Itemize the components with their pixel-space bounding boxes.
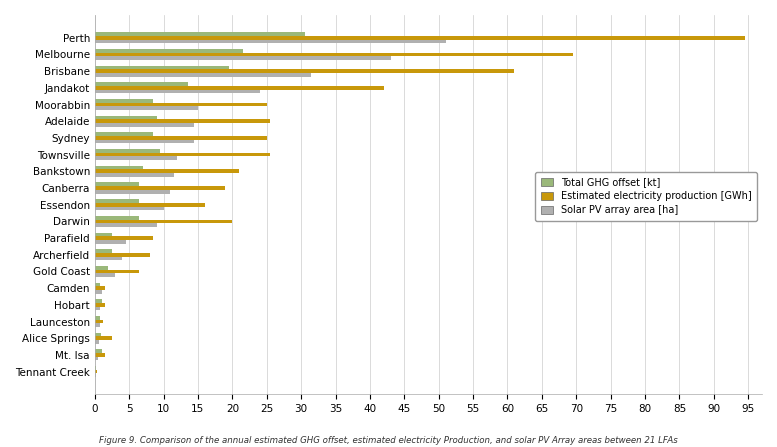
Bar	[95, 199, 139, 203]
Bar	[95, 169, 239, 173]
Bar	[95, 66, 229, 69]
Bar	[95, 353, 105, 357]
Bar	[95, 116, 157, 119]
Bar	[95, 290, 102, 294]
Bar	[95, 299, 102, 303]
Bar	[95, 123, 194, 127]
Bar	[95, 333, 101, 337]
Bar	[95, 153, 270, 156]
Bar	[95, 90, 260, 93]
Bar	[95, 106, 198, 110]
Bar	[95, 266, 109, 270]
Bar	[95, 203, 205, 207]
Bar	[95, 287, 105, 290]
Bar	[95, 283, 100, 287]
Bar	[95, 216, 139, 219]
Bar	[95, 207, 163, 210]
Bar	[95, 166, 143, 169]
Bar	[95, 119, 270, 123]
Bar	[95, 374, 96, 377]
Bar	[95, 40, 445, 43]
Bar	[95, 370, 97, 374]
Bar	[95, 323, 99, 327]
Bar	[95, 86, 384, 90]
Bar	[95, 149, 160, 153]
Bar	[95, 36, 745, 40]
Bar	[95, 82, 187, 86]
Bar	[95, 190, 170, 194]
Legend: Total GHG offset [kt], Estimated electricity production [GWh], Solar PV array ar: Total GHG offset [kt], Estimated electri…	[535, 172, 757, 221]
Bar	[95, 240, 126, 244]
Bar	[95, 219, 232, 223]
Bar	[95, 257, 122, 260]
Bar	[95, 186, 225, 190]
Bar	[95, 182, 139, 186]
Bar	[95, 173, 174, 177]
Bar	[95, 69, 514, 73]
Bar	[95, 223, 157, 227]
Bar	[95, 56, 391, 60]
Bar	[95, 307, 100, 310]
Bar	[95, 236, 153, 240]
Bar	[95, 132, 153, 136]
Bar	[95, 232, 112, 236]
Bar	[95, 253, 150, 257]
Bar	[95, 73, 312, 76]
Bar	[95, 273, 115, 277]
Bar	[95, 49, 242, 53]
Bar	[95, 53, 573, 56]
Bar	[95, 103, 267, 106]
Bar	[95, 303, 105, 307]
Bar	[95, 99, 153, 103]
Bar	[95, 340, 99, 344]
Bar	[95, 156, 177, 160]
Text: Figure 9. Comparison of the annual estimated GHG offset, estimated electricity P: Figure 9. Comparison of the annual estim…	[99, 436, 678, 445]
Bar	[95, 366, 96, 370]
Bar	[95, 140, 194, 143]
Bar	[95, 357, 98, 360]
Bar	[95, 350, 102, 353]
Bar	[95, 337, 112, 340]
Bar	[95, 136, 267, 140]
Bar	[95, 270, 139, 273]
Bar	[95, 32, 305, 36]
Bar	[95, 320, 103, 323]
Bar	[95, 316, 99, 320]
Bar	[95, 249, 112, 253]
